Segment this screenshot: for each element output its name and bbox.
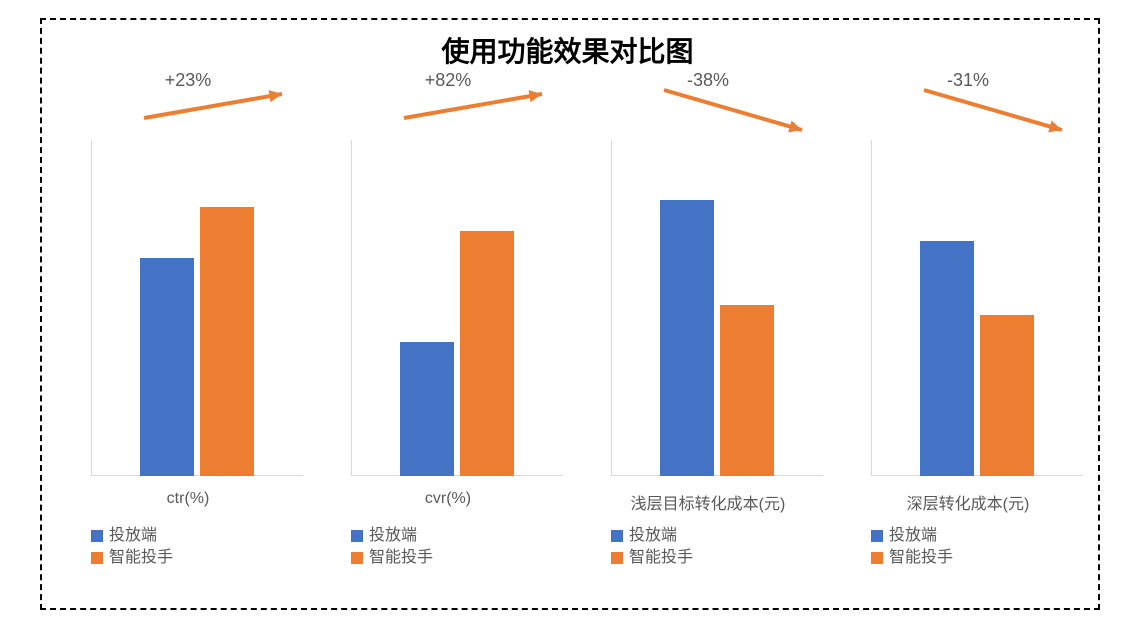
legend-label: 智能投手 (889, 550, 953, 566)
series-b-swatch-icon (91, 552, 103, 564)
bar-series-a (660, 200, 714, 476)
arrow-down-icon (593, 90, 823, 170)
series-b-swatch-icon (871, 552, 883, 564)
arrow-down-icon (853, 90, 1083, 170)
delta-label: -31% (853, 70, 1083, 91)
chart-panel: +82%cvr(%)投放端智能投手 (333, 140, 563, 476)
legend-item: 智能投手 (871, 550, 953, 566)
chart-panel: +23%ctr(%)投放端智能投手 (73, 140, 303, 476)
y-axis (611, 140, 612, 476)
bar-series-b (460, 231, 514, 476)
chart-title: 使用功能效果对比图 (0, 30, 1135, 70)
axis-label: cvr(%) (333, 490, 563, 508)
bar-series-a (920, 241, 974, 476)
legend-item: 智能投手 (611, 550, 693, 566)
series-b-swatch-icon (351, 552, 363, 564)
axis-label: 深层转化成本(元) (853, 490, 1083, 514)
legend: 投放端智能投手 (351, 528, 433, 572)
legend-label: 投放端 (889, 528, 937, 544)
axis-label: 浅层目标转化成本(元) (593, 490, 823, 514)
bar-series-a (140, 258, 194, 476)
series-a-swatch-icon (611, 530, 623, 542)
legend-item: 投放端 (611, 528, 693, 544)
x-axis (351, 475, 563, 476)
x-axis (871, 475, 1083, 476)
y-axis (871, 140, 872, 476)
series-a-swatch-icon (351, 530, 363, 542)
legend-item: 智能投手 (351, 550, 433, 566)
series-a-swatch-icon (871, 530, 883, 542)
chart-panel: -31%深层转化成本(元)投放端智能投手 (853, 140, 1083, 476)
legend: 投放端智能投手 (611, 528, 693, 572)
legend-item: 投放端 (871, 528, 953, 544)
delta-label: -38% (593, 70, 823, 91)
legend-label: 投放端 (629, 528, 677, 544)
legend-label: 智能投手 (109, 550, 173, 566)
legend-item: 智能投手 (91, 550, 173, 566)
legend-label: 智能投手 (629, 550, 693, 566)
x-axis (91, 475, 303, 476)
bar-series-b (720, 305, 774, 476)
series-a-swatch-icon (91, 530, 103, 542)
y-axis (91, 140, 92, 476)
arrow-up-icon (73, 90, 303, 170)
bar-series-b (980, 315, 1034, 476)
delta-label: +82% (333, 70, 563, 91)
chart-panel: -38%浅层目标转化成本(元)投放端智能投手 (593, 140, 823, 476)
bar-series-a (400, 342, 454, 476)
legend-label: 投放端 (369, 528, 417, 544)
arrow-up-icon (333, 90, 563, 170)
delta-label: +23% (73, 70, 303, 91)
legend: 投放端智能投手 (871, 528, 953, 572)
legend-item: 投放端 (91, 528, 173, 544)
legend: 投放端智能投手 (91, 528, 173, 572)
legend-label: 智能投手 (369, 550, 433, 566)
legend-label: 投放端 (109, 528, 157, 544)
bar-series-b (200, 207, 254, 476)
series-b-swatch-icon (611, 552, 623, 564)
x-axis (611, 475, 823, 476)
axis-label: ctr(%) (73, 490, 303, 508)
y-axis (351, 140, 352, 476)
legend-item: 投放端 (351, 528, 433, 544)
